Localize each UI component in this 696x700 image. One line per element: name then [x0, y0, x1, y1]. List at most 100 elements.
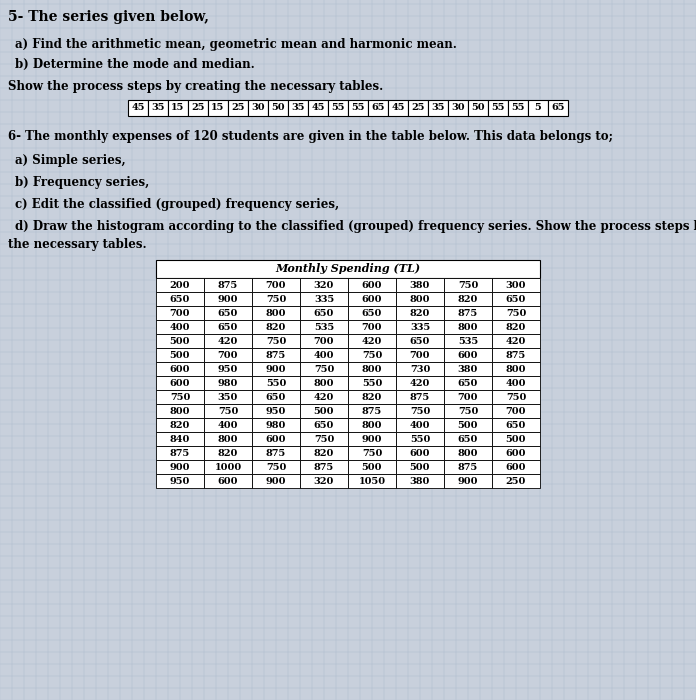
Bar	[312, 16, 324, 28]
Bar	[516, 556, 528, 568]
Bar	[488, 100, 508, 116]
Bar	[456, 460, 468, 472]
Bar	[216, 556, 228, 568]
Bar	[528, 136, 540, 148]
Bar	[276, 268, 288, 280]
Bar	[216, 688, 228, 700]
Bar	[0, 652, 12, 664]
Bar	[600, 112, 612, 124]
Bar	[156, 208, 168, 220]
Bar	[600, 100, 612, 112]
Bar	[540, 424, 552, 436]
Bar	[408, 340, 420, 352]
Bar	[528, 340, 540, 352]
Bar	[324, 64, 336, 76]
Bar	[396, 0, 408, 4]
Bar	[600, 448, 612, 460]
Bar	[492, 472, 504, 484]
Bar	[252, 64, 264, 76]
Bar	[288, 136, 300, 148]
Text: 750: 750	[362, 351, 382, 360]
Text: 5: 5	[535, 104, 541, 113]
Bar	[420, 232, 432, 244]
Bar	[384, 388, 396, 400]
Bar	[204, 340, 216, 352]
Bar	[72, 628, 84, 640]
Bar	[420, 508, 432, 520]
Bar	[420, 592, 432, 604]
Bar	[264, 76, 276, 88]
Bar	[348, 136, 360, 148]
Bar	[624, 256, 636, 268]
Bar	[360, 316, 372, 328]
Bar	[204, 496, 216, 508]
Bar	[672, 400, 684, 412]
Bar	[672, 556, 684, 568]
Bar	[564, 388, 576, 400]
Bar	[384, 244, 396, 256]
Bar	[228, 688, 240, 700]
Bar	[312, 304, 324, 316]
Bar	[492, 304, 504, 316]
Bar	[120, 292, 132, 304]
Text: 55: 55	[512, 104, 525, 113]
Bar	[288, 100, 308, 116]
Text: 800: 800	[506, 365, 526, 374]
Bar	[492, 278, 540, 292]
Bar	[408, 352, 420, 364]
Bar	[660, 568, 672, 580]
Bar	[432, 664, 444, 676]
Bar	[312, 484, 324, 496]
Bar	[252, 412, 264, 424]
Bar	[468, 328, 480, 340]
Bar	[396, 604, 408, 616]
Bar	[204, 532, 216, 544]
Bar	[480, 88, 492, 100]
Bar	[504, 592, 516, 604]
Bar	[624, 640, 636, 652]
Bar	[168, 16, 180, 28]
Text: 535: 535	[314, 323, 334, 332]
Bar	[540, 496, 552, 508]
Bar	[576, 304, 588, 316]
Bar	[204, 404, 252, 418]
Bar	[48, 16, 60, 28]
Bar	[468, 376, 480, 388]
Bar	[252, 664, 264, 676]
Bar	[684, 544, 696, 556]
Bar	[48, 40, 60, 52]
Bar	[540, 172, 552, 184]
Bar	[228, 196, 240, 208]
Bar	[396, 278, 444, 292]
Bar	[540, 472, 552, 484]
Bar	[300, 16, 312, 28]
Bar	[228, 676, 240, 688]
Bar	[12, 208, 24, 220]
Text: 15: 15	[212, 104, 225, 113]
Bar	[204, 424, 216, 436]
Bar	[600, 664, 612, 676]
Bar	[504, 52, 516, 64]
Bar	[336, 484, 348, 496]
Text: 875: 875	[266, 351, 286, 360]
Bar	[444, 348, 492, 362]
Bar	[12, 532, 24, 544]
Bar	[36, 532, 48, 544]
Bar	[672, 604, 684, 616]
Bar	[24, 100, 36, 112]
Bar	[180, 520, 192, 532]
Bar	[540, 460, 552, 472]
Bar	[600, 328, 612, 340]
Bar	[336, 148, 348, 160]
Bar	[408, 436, 420, 448]
Bar	[420, 484, 432, 496]
Bar	[240, 448, 252, 460]
Text: 650: 650	[266, 393, 286, 402]
Bar	[588, 160, 600, 172]
Bar	[540, 532, 552, 544]
Bar	[72, 568, 84, 580]
Bar	[540, 40, 552, 52]
Bar	[684, 604, 696, 616]
Bar	[624, 484, 636, 496]
Bar	[84, 340, 96, 352]
